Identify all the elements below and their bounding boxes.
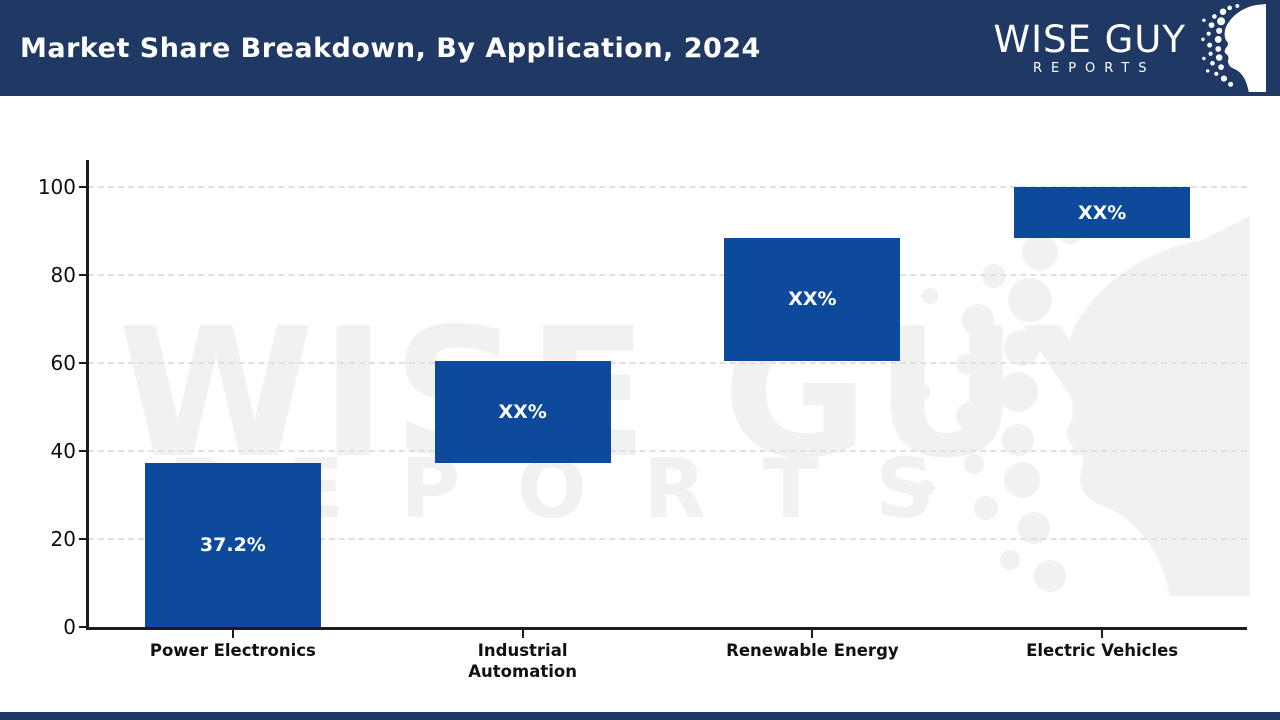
- y-tick-label: 40: [50, 439, 76, 463]
- bar-power-electronics: 37.2%: [144, 463, 321, 627]
- y-tick-label: 20: [50, 527, 76, 551]
- header-bar: Market Share Breakdown, By Application, …: [0, 0, 1280, 96]
- bar-industrial-automation: XX%: [434, 360, 611, 464]
- y-axis-line: [86, 160, 89, 630]
- y-tick-label: 100: [37, 175, 76, 199]
- y-tick-label: 80: [50, 263, 76, 287]
- y-tick-mark: [79, 274, 87, 276]
- gridline-100: [88, 186, 1247, 188]
- x-category-label: Industrial Automation: [468, 641, 577, 681]
- chart-title: Market Share Breakdown, By Application, …: [20, 32, 761, 64]
- x-axis-line: [86, 627, 1247, 630]
- x-category-label: Power Electronics: [149, 641, 316, 660]
- bar-renewable-energy: XX%: [724, 238, 901, 361]
- gridline-80: [88, 274, 1247, 276]
- gridline-20: [88, 538, 1247, 540]
- gridline-40: [88, 450, 1247, 452]
- y-tick-mark: [79, 538, 87, 540]
- bar-value-label: XX%: [1077, 201, 1127, 224]
- logo-wordmark: WISE GUY: [993, 17, 1186, 61]
- y-tick-label: 0: [63, 615, 76, 639]
- x-tick-mark: [231, 630, 234, 638]
- logo-head-icon: [1201, 4, 1266, 92]
- logo-subtext: REPORTS: [1032, 60, 1156, 76]
- x-tick-mark: [521, 630, 524, 638]
- x-category-label: Renewable Energy: [726, 641, 899, 660]
- x-category-label: Electric Vehicles: [1026, 641, 1179, 660]
- footer-bar: [0, 712, 1280, 720]
- watermark-head-icon: [914, 216, 1250, 596]
- chart-area: WISE GUY R E P O R T S 0 20 40 60 80 100 37.2%…: [0, 96, 1280, 712]
- y-tick-mark: [79, 626, 87, 628]
- x-tick-mark: [811, 630, 814, 638]
- bar-electric-vehicles: XX%: [1014, 187, 1191, 239]
- y-tick-label: 60: [50, 351, 76, 375]
- y-tick-mark: [79, 450, 87, 452]
- wiseguy-logo: WISE GUY REPORTS: [994, 4, 1266, 92]
- y-tick-mark: [79, 362, 87, 364]
- x-tick-mark: [1101, 630, 1104, 638]
- bar-value-label: XX%: [788, 288, 837, 311]
- gridline-60: [88, 362, 1247, 364]
- bar-value-label: XX%: [498, 401, 547, 424]
- y-tick-mark: [79, 186, 87, 188]
- bar-value-label: 37.2%: [199, 534, 266, 557]
- logo-text: WISE GUY REPORTS: [994, 21, 1186, 76]
